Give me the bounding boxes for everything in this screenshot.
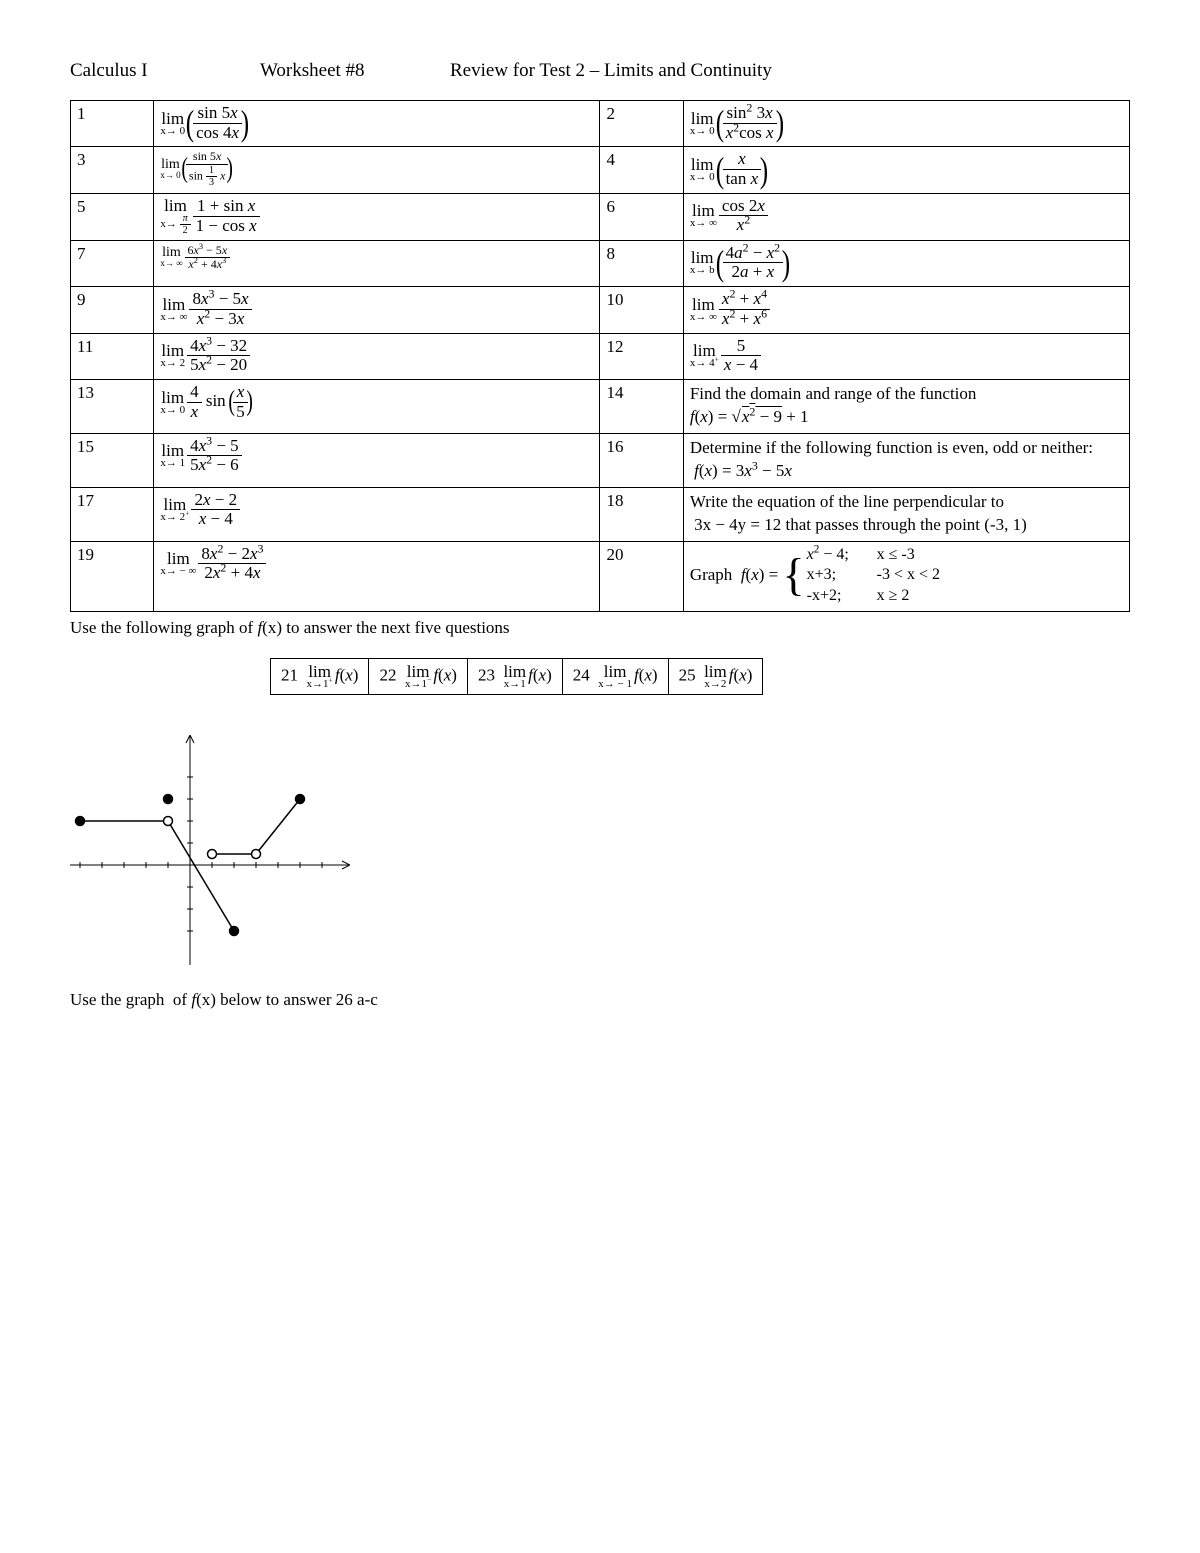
problem-number: 7 <box>71 240 154 286</box>
problem-number: 9 <box>71 287 154 333</box>
problem-expression: limx→ π21 + sin x1 − cos x <box>154 193 600 240</box>
graph-instruction-1: Use the following graph of f(x) to answe… <box>70 618 1130 638</box>
problem-number: 1 <box>71 101 154 147</box>
problem-expression: limx→ 04x sin (x5) <box>154 379 600 433</box>
problem-expression: limx→ 0(sin2 3xx2cos x) <box>683 101 1129 147</box>
limit-question: 22 limx→1−f(x) <box>369 658 467 694</box>
problem-expression: limx→ ∞8x3 − 5xx2 − 3x <box>154 287 600 333</box>
problem-number: 19 <box>71 541 154 611</box>
problem-number: 10 <box>600 287 683 333</box>
problem-expression: limx→ b(4a2 − x22a + x) <box>683 240 1129 286</box>
problem-number: 3 <box>71 147 154 193</box>
limit-question: 23 limx→1f(x) <box>467 658 562 694</box>
limit-question: 25 limx→2f(x) <box>668 658 763 694</box>
limit-questions-row: 21 limx→1+f(x)22 limx→1−f(x)23 limx→1f(x… <box>270 658 763 695</box>
problem-number: 2 <box>600 101 683 147</box>
problems-table: 1limx→ 0(sin 5xcos 4x)2limx→ 0(sin2 3xx2… <box>70 100 1130 612</box>
problem-number: 5 <box>71 193 154 240</box>
problem-number: 14 <box>600 379 683 433</box>
problem-number: 15 <box>71 433 154 487</box>
problem-expression: limx→ 4+5x − 4 <box>683 333 1129 379</box>
problem-expression: limx→ 2+2x − 2x − 4 <box>154 487 600 541</box>
worksheet-number: Worksheet #8 <box>260 60 450 82</box>
problem-number: 8 <box>600 240 683 286</box>
limit-question: 24 limx→ − 1f(x) <box>562 658 668 694</box>
problem-text: Find the domain and range of the functio… <box>683 379 1129 433</box>
problem-expression: limx→ ∞6x3 − 5xx2 + 4x3 <box>154 240 600 286</box>
problem-expression: limx→ 0(xtan x) <box>683 147 1129 193</box>
problem-number: 12 <box>600 333 683 379</box>
problem-expression: limx→ ∞cos 2xx2 <box>683 193 1129 240</box>
page-header: Calculus I Worksheet #8 Review for Test … <box>70 60 1130 82</box>
worksheet-title: Review for Test 2 – Limits and Continuit… <box>450 60 1130 82</box>
problem-number: 16 <box>600 433 683 487</box>
problem-expression: limx→ 0(sin 5xsin 13 x) <box>154 147 600 193</box>
problem-number: 4 <box>600 147 683 193</box>
problem-expression: limx→ − ∞8x2 − 2x32x2 + 4x <box>154 541 600 611</box>
graph-instruction-2: Use the graph of f(x) below to answer 26… <box>70 990 1130 1010</box>
limit-question: 21 limx→1+f(x) <box>271 658 369 694</box>
problem-number: 13 <box>71 379 154 433</box>
course-title: Calculus I <box>70 60 260 82</box>
problem-expression: limx→ 0(sin 5xcos 4x) <box>154 101 600 147</box>
function-graph <box>70 735 1130 970</box>
problem-number: 17 <box>71 487 154 541</box>
problem-number: 20 <box>600 541 683 611</box>
problem-expression: limx→ 14x3 − 55x2 − 6 <box>154 433 600 487</box>
problem-expression: limx→ ∞x2 + x4x2 + x6 <box>683 287 1129 333</box>
problem-expression: limx→ 24x3 − 325x2 − 20 <box>154 333 600 379</box>
problem-number: 6 <box>600 193 683 240</box>
problem-piecewise: Graph f(x) = {x2 − 4;x ≤ -3x+3;-3 < x < … <box>683 541 1129 611</box>
problem-number: 18 <box>600 487 683 541</box>
problem-number: 11 <box>71 333 154 379</box>
problem-text: Write the equation of the line perpendic… <box>683 487 1129 541</box>
problem-text: Determine if the following function is e… <box>683 433 1129 487</box>
